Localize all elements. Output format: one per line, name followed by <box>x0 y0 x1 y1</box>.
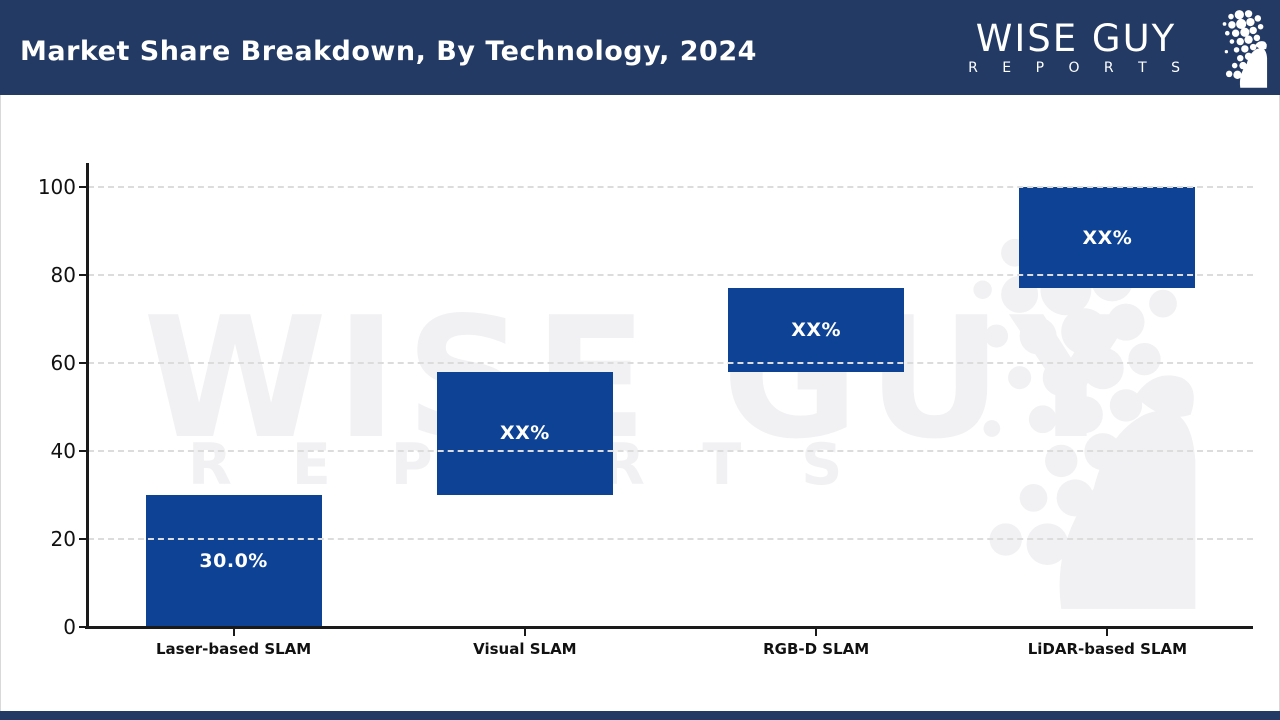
y-tick-label-100: 100 <box>37 175 76 199</box>
x-axis-line <box>85 626 1253 629</box>
x-tick-0 <box>232 629 235 636</box>
y-tick-label-40: 40 <box>50 439 76 463</box>
y-tick-80 <box>79 274 87 276</box>
gridline-100 <box>88 186 1253 188</box>
logo-text: WISE GUY R E P O R T S <box>962 16 1190 77</box>
y-tick-0 <box>79 626 87 628</box>
bar-laser-based-slam: 30.0% <box>145 495 322 627</box>
y-tick-40 <box>79 450 87 452</box>
y-tick-label-60: 60 <box>50 351 76 375</box>
bar-value-label: XX% <box>1082 226 1133 249</box>
footer-bar <box>0 711 1280 720</box>
logo-head-dots-icon <box>1222 10 1268 88</box>
bar-visual-slam: XX% <box>436 371 613 495</box>
y-tick-100 <box>79 186 87 188</box>
y-tick-label-0: 0 <box>63 615 76 639</box>
logo-subtitle: R E P O R T S <box>968 60 1190 77</box>
bar-lidar-based-slam: XX% <box>1019 187 1196 289</box>
gridline-40 <box>88 450 1253 452</box>
x-category-label: LiDAR-based SLAM <box>1027 640 1188 658</box>
header-bar: Market Share Breakdown, By Technology, 2… <box>0 0 1280 95</box>
y-tick-60 <box>79 362 87 364</box>
bar-rgb-d-slam: XX% <box>728 288 905 372</box>
bar-value-label: XX% <box>791 318 842 341</box>
x-tick-1 <box>523 629 526 636</box>
wise-guy-reports-logo: WISE GUY R E P O R T S <box>968 6 1268 90</box>
x-category-label: Visual SLAM <box>473 640 577 658</box>
y-tick-label-20: 20 <box>50 527 76 551</box>
y-tick-20 <box>79 538 87 540</box>
gridline-20 <box>88 538 1253 540</box>
x-tick-3 <box>1106 629 1109 636</box>
x-tick-2 <box>815 629 818 636</box>
y-tick-label-80: 80 <box>50 263 76 287</box>
x-category-label: Laser-based SLAM <box>156 640 312 658</box>
logo-wordmark: WISE GUY <box>975 16 1177 60</box>
gridline-60 <box>88 362 1253 364</box>
bar-value-label: 30.0% <box>199 550 268 572</box>
watermark-head-dots-icon <box>973 220 1196 609</box>
x-category-label: RGB-D SLAM <box>763 640 870 658</box>
watermark-text: WISE GUY <box>143 282 1140 476</box>
bar-value-label: XX% <box>499 422 550 445</box>
y-axis-line <box>86 163 89 629</box>
chart-title: Market Share Breakdown, By Technology, 2… <box>20 36 757 67</box>
gridline-80 <box>88 274 1253 276</box>
